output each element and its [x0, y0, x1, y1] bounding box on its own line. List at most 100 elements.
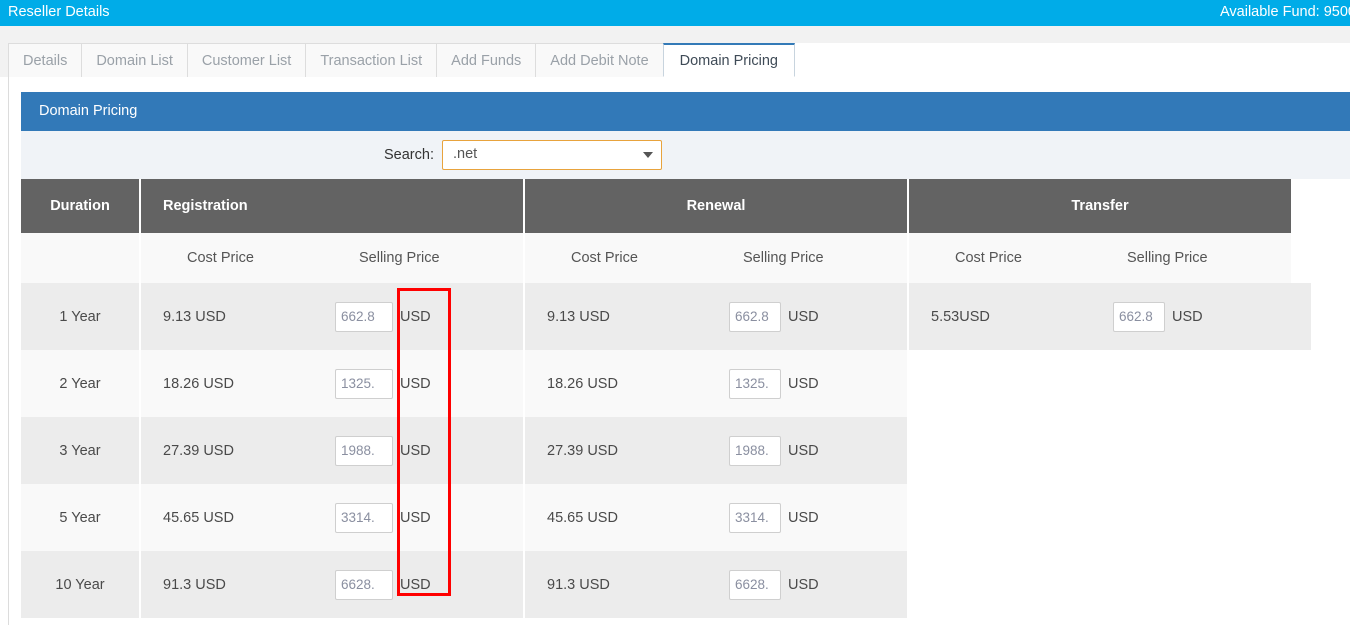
registration-selling-price-input[interactable] — [335, 435, 393, 466]
cell-renewal: 45.65 USD USD — [525, 484, 907, 551]
domain-pricing-table: Duration Registration Renewal Transfer C… — [21, 179, 1350, 619]
panel-toolbar — [21, 131, 1350, 179]
subheader-duration-blank — [21, 233, 139, 283]
table-row: 1 Year 9.13 USD USD 9.13 USD USD 5.53USD — [21, 283, 1350, 350]
tab-transaction-list[interactable]: Transaction List — [305, 43, 437, 77]
duration-label: 10 Year — [55, 576, 105, 593]
registration-currency-label: USD — [400, 308, 431, 325]
tab-label: Add Funds — [451, 52, 522, 69]
cell-duration: 1 Year — [21, 283, 139, 350]
subheader-transfer-selling-price: Selling Price — [1127, 250, 1208, 266]
tab-label: Add Debit Note — [550, 52, 649, 69]
cell-registration: 9.13 USD USD — [141, 283, 523, 350]
cell-renewal: 9.13 USD USD — [525, 283, 907, 350]
subheader-registration-cost-price: Cost Price — [187, 250, 254, 266]
cell-duration: 5 Year — [21, 484, 139, 551]
tab-add-funds[interactable]: Add Funds — [436, 43, 536, 77]
cell-transfer-empty — [909, 551, 1311, 618]
subheader-transfer: Cost Price Selling Price — [909, 233, 1291, 283]
cell-registration: 27.39 USD USD — [141, 417, 523, 484]
duration-label: 3 Year — [59, 442, 101, 459]
renewal-currency-label: USD — [788, 576, 819, 593]
renewal-cost-price: 9.13 USD — [547, 308, 610, 325]
renewal-currency-label: USD — [788, 308, 819, 325]
search-tld-select[interactable]: .net — [441, 140, 662, 170]
search-selected-value: .net — [452, 146, 478, 162]
tab-strip: Details Domain List Customer List Transa… — [0, 26, 1350, 77]
cell-duration: 10 Year — [21, 551, 139, 618]
transfer-selling-price-input[interactable] — [1113, 301, 1165, 332]
transfer-cost-price: 5.53USD — [931, 308, 990, 325]
duration-label: 2 Year — [59, 375, 101, 392]
table-row: 3 Year 27.39 USD USD 27.39 USD USD — [21, 417, 1350, 484]
tab-domain-list[interactable]: Domain List — [81, 43, 187, 77]
duration-label: 1 Year — [59, 308, 101, 325]
tab-label: Details — [23, 52, 68, 69]
table-row: 10 Year 91.3 USD USD 91.3 USD USD — [21, 551, 1350, 618]
registration-currency-label: USD — [400, 509, 431, 526]
renewal-selling-price-input[interactable] — [729, 435, 781, 466]
header-duration: Duration — [21, 179, 139, 233]
tab-label: Domain Pricing — [679, 52, 778, 69]
registration-selling-price-input[interactable] — [335, 502, 393, 533]
tab-list: Details Domain List Customer List Transa… — [8, 43, 1350, 77]
transfer-currency-label: USD — [1172, 308, 1203, 325]
header-transfer: Transfer — [909, 179, 1291, 233]
table-group-header-row: Duration Registration Renewal Transfer — [21, 179, 1350, 233]
renewal-cost-price: 18.26 USD — [547, 375, 618, 392]
cell-renewal: 27.39 USD USD — [525, 417, 907, 484]
table-row: 2 Year 18.26 USD USD 18.26 USD USD — [21, 350, 1350, 417]
renewal-cost-price: 91.3 USD — [547, 576, 610, 593]
registration-selling-price-input[interactable] — [335, 368, 393, 399]
cell-duration: 3 Year — [21, 417, 139, 484]
registration-cost-price: 27.39 USD — [163, 442, 234, 459]
chevron-down-icon — [642, 152, 653, 158]
available-fund-label: Available Fund: 9500 — [1220, 4, 1350, 20]
duration-label: 5 Year — [59, 509, 101, 526]
subheader-transfer-cost-price: Cost Price — [955, 250, 1022, 266]
top-bar: Reseller Details Available Fund: 9500 — [0, 0, 1350, 26]
renewal-selling-price-input[interactable] — [729, 301, 781, 332]
header-registration-label: Registration — [163, 198, 248, 214]
subheader-renewal: Cost Price Selling Price — [525, 233, 907, 283]
panel-header-title: Domain Pricing — [39, 103, 138, 119]
registration-cost-price: 91.3 USD — [163, 576, 226, 593]
renewal-currency-label: USD — [788, 509, 819, 526]
tab-customer-list[interactable]: Customer List — [186, 43, 306, 77]
header-registration: Registration — [141, 179, 523, 233]
cell-registration: 45.65 USD USD — [141, 484, 523, 551]
tab-domain-pricing[interactable]: Domain Pricing — [662, 43, 795, 77]
registration-cost-price: 45.65 USD — [163, 509, 234, 526]
search-label: Search: — [384, 147, 434, 163]
header-duration-label: Duration — [50, 198, 110, 214]
renewal-selling-price-input[interactable] — [729, 502, 781, 533]
registration-selling-price-input[interactable] — [335, 569, 393, 600]
domain-pricing-panel: Domain Pricing Search: .net Duration Reg… — [8, 77, 1350, 625]
tab-label: Transaction List — [320, 52, 423, 69]
renewal-selling-price-input[interactable] — [729, 569, 781, 600]
registration-currency-label: USD — [400, 375, 431, 392]
registration-currency-label: USD — [400, 576, 431, 593]
renewal-currency-label: USD — [788, 375, 819, 392]
registration-selling-price-input[interactable] — [335, 301, 393, 332]
panel-header: Domain Pricing — [21, 92, 1350, 131]
table-sub-header-row: Cost Price Selling Price Cost Price Sell… — [21, 233, 1350, 283]
tab-details[interactable]: Details — [8, 43, 82, 77]
cell-registration: 91.3 USD USD — [141, 551, 523, 618]
cell-transfer: 5.53USD USD — [909, 283, 1311, 350]
header-renewal: Renewal — [525, 179, 907, 233]
cell-duration: 2 Year — [21, 350, 139, 417]
renewal-selling-price-input[interactable] — [729, 368, 781, 399]
tab-filler — [794, 43, 1350, 77]
registration-currency-label: USD — [400, 442, 431, 459]
subheader-renewal-cost-price: Cost Price — [571, 250, 638, 266]
header-transfer-label: Transfer — [1071, 198, 1129, 214]
tab-add-debit-note[interactable]: Add Debit Note — [535, 43, 663, 77]
page-title: Reseller Details — [8, 4, 110, 20]
cell-transfer-empty — [909, 417, 1311, 484]
subheader-renewal-selling-price: Selling Price — [743, 250, 824, 266]
tab-label: Domain List — [96, 52, 173, 69]
tab-label: Customer List — [201, 52, 292, 69]
header-renewal-label: Renewal — [686, 198, 746, 214]
registration-cost-price: 9.13 USD — [163, 308, 226, 325]
